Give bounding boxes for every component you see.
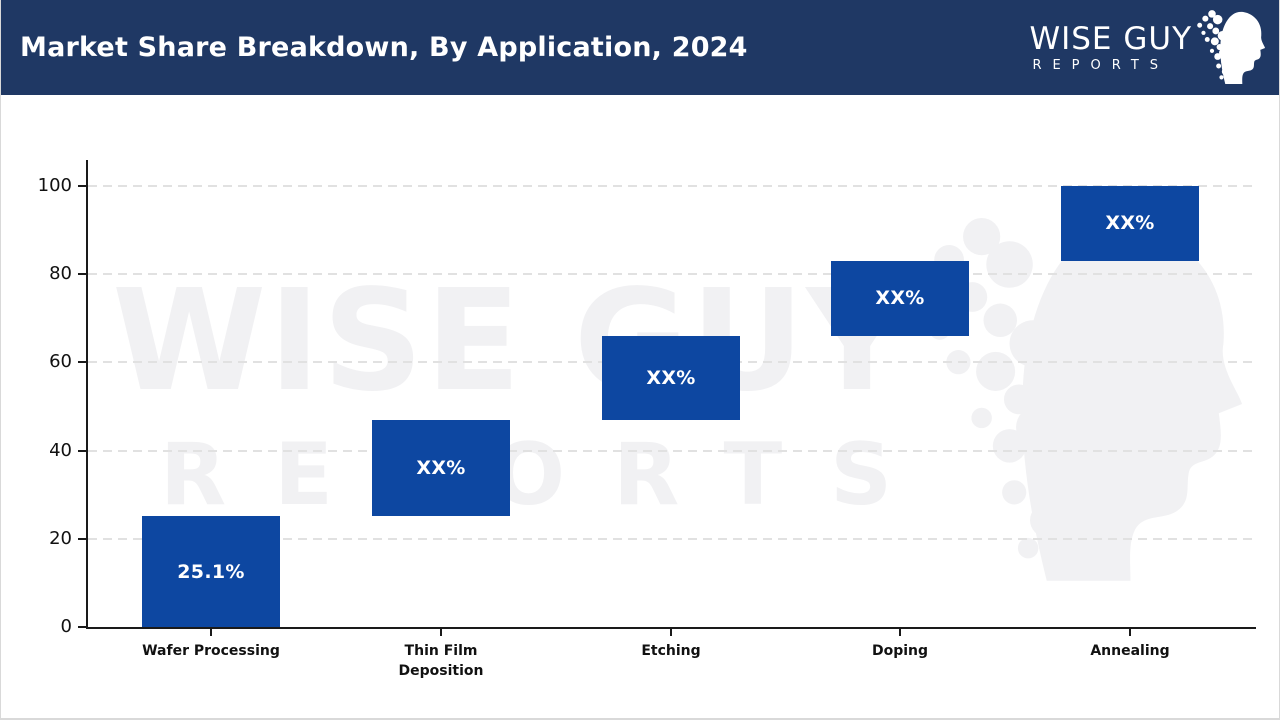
y-axis-line [86,160,88,629]
bar-value-label: XX% [875,287,925,310]
x-tickmark-0 [210,629,212,636]
y-tickmark-40 [78,449,86,452]
header-bar: Market Share Breakdown, By Application, … [0,0,1280,95]
watermark-reports-text: REPORTS [160,425,941,525]
bar-value-label: XX% [416,457,466,479]
y-tickmark-20 [78,537,86,540]
bar-doping: XX% [831,260,969,336]
y-tickmark-0 [78,626,86,628]
y-tickmark-60 [78,361,86,364]
bar-thin-film-deposition: XX% [372,419,510,517]
x-tickmark-2 [670,629,672,636]
x-tick-label-0: Wafer Processing [142,643,280,659]
x-tickmark-1 [440,629,442,636]
x-tick-label-3: Doping [871,643,929,659]
bar-etching: XX% [602,335,740,420]
y-tick-label-40: 40 [49,439,72,461]
bar-value-label: XX% [646,366,696,389]
bar-value-label: 25.1% [177,560,245,583]
y-tick-label-20: 20 [49,527,72,549]
brand-logo-text: WISE GUY REPORTS [1029,20,1192,73]
x-tickmark-4 [1129,629,1131,636]
x-tick-label-1: Thin Film Deposition [398,643,484,679]
gridline-y40 [88,449,1256,452]
watermark-wiseguy-text: WISE GUY [112,260,910,423]
x-tick-label-4: Annealing [1090,643,1170,659]
gridline-y80 [88,273,1256,276]
bar-value-label: XX% [1105,212,1155,235]
x-axis-line [86,627,1256,629]
y-tickmark-80 [78,273,86,276]
logo-dotted-head-icon [1194,10,1266,86]
gridline-y20 [88,537,1256,540]
logo-wiseguy-label: WISE GUY [1029,20,1192,57]
logo-reports-label: REPORTS [1032,57,1170,73]
page-title: Market Share Breakdown, By Application, … [20,32,748,63]
brand-logo: WISE GUY REPORTS [1029,10,1266,86]
y-tick-label-0: 0 [60,616,72,637]
y-tick-label-100: 100 [37,175,72,196]
bar-wafer-processing: 25.1% [142,516,280,627]
y-tickmark-100 [78,185,86,187]
x-tickmark-3 [899,629,901,636]
x-tick-label-2: Etching [641,643,701,659]
y-tick-label-80: 80 [49,263,72,285]
y-tick-label-60: 60 [49,351,72,373]
bar-annealing: XX% [1061,186,1199,261]
gridline-y100 [88,185,1256,187]
